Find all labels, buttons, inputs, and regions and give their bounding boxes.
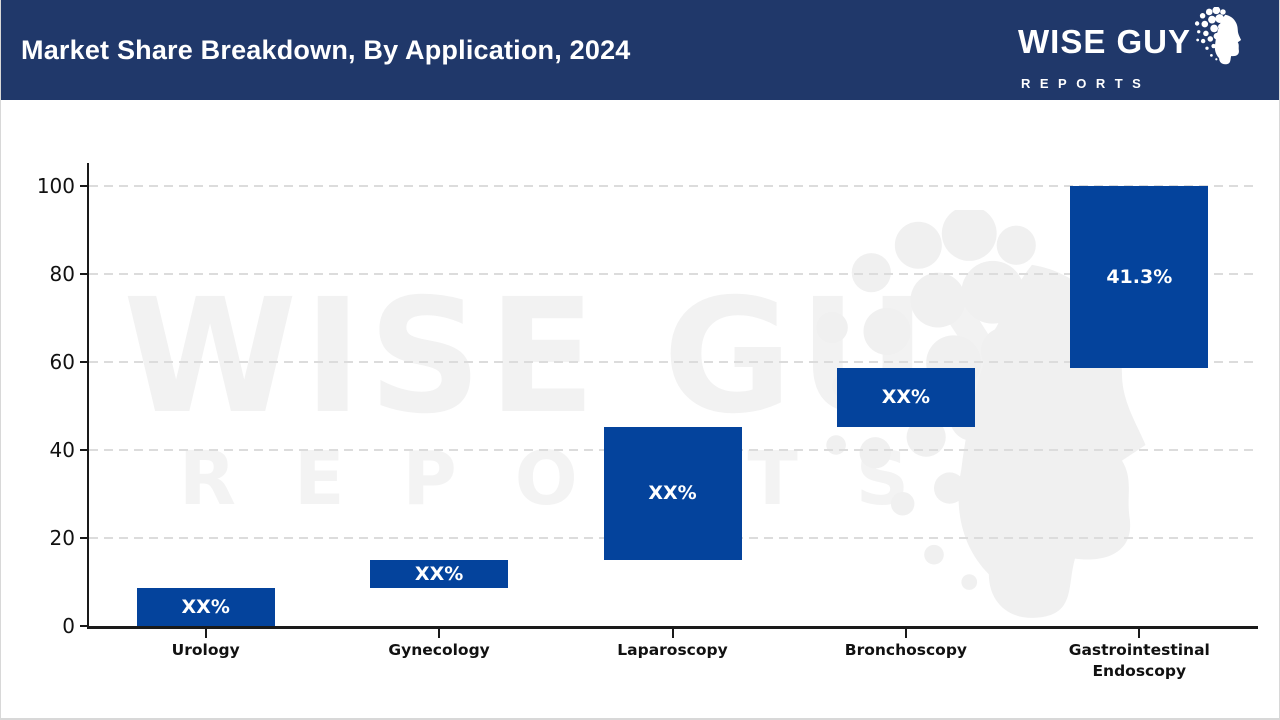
y-tick-label: 60 [49,350,75,374]
bar-gastrointestinal: 41.3% [1070,186,1209,368]
category-label: Urology [171,641,240,659]
category-label: Bronchoscopy [844,641,968,659]
y-tick-mark [80,537,89,539]
y-tick-mark [80,185,89,187]
x-tick-mark [438,629,441,638]
category-label: Laparoscopy [617,641,728,659]
x-tick-mark [671,629,674,638]
y-tick-mark [80,273,89,275]
y-axis-line [87,163,89,629]
y-tick-label: 20 [49,526,75,550]
dotted-head-icon [1187,7,1249,73]
header-bar: Market Share Breakdown, By Application, … [1,0,1279,100]
logo-wordmark: WISE GUY [1018,22,1192,60]
y-tick-label: 80 [49,262,75,286]
y-tick-mark [80,449,89,451]
x-axis-line [87,626,1258,629]
y-tick-mark [80,625,89,627]
y-tick-label: 40 [49,438,75,462]
y-tick-label: 100 [36,174,75,198]
category-label: Gynecology [388,641,490,659]
logo-subtext: REPORTS [1021,76,1151,91]
bar-value-label: XX% [414,563,464,586]
gridline-60 [89,361,1256,363]
y-tick-mark [80,361,89,363]
gridline-80 [89,273,1256,275]
bar-urology: XX% [136,588,275,626]
x-tick-mark [1138,629,1141,638]
bar-bronchoscopy: XX% [836,367,975,427]
category-label: Gastrointestinal Endoscopy [1068,641,1210,680]
bar-value-label: XX% [648,482,697,505]
bar-value-label: XX% [881,386,931,409]
page-title: Market Share Breakdown, By Application, … [21,34,631,65]
wiseguy-logo: WISE GUY REPORTS [1018,9,1253,91]
x-tick-mark [904,629,907,638]
bar-value-label: 41.3% [1106,265,1173,288]
watermark-subtext: REPORTS [179,436,968,522]
gridline-100 [89,185,1256,187]
y-tick-label: 0 [62,614,75,638]
x-tick-mark [204,629,207,638]
bar-laparoscopy: XX% [603,426,742,560]
bar-gynecology: XX% [370,560,509,589]
bar-value-label: XX% [181,596,230,619]
